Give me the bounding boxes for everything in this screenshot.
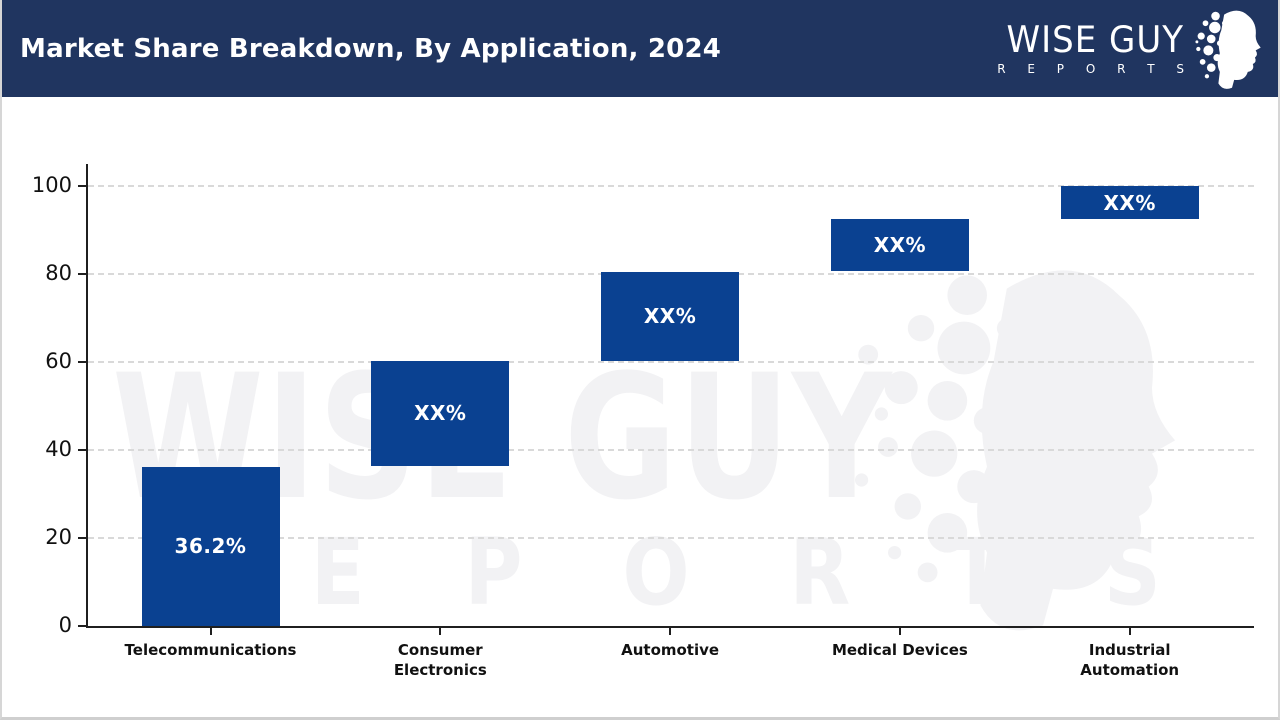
y-tick-label-100: 100 — [31, 173, 72, 197]
x-label-medical-devices: Medical Devices — [831, 641, 968, 659]
y-tick-40 — [78, 449, 86, 451]
x-axis-line — [86, 626, 1254, 628]
page-title: Market Share Breakdown, By Application, … — [20, 33, 722, 64]
y-tick-100 — [78, 185, 86, 187]
x-tick-industrial-automation — [1128, 628, 1131, 635]
logo-name: WISE GUY — [1006, 17, 1184, 62]
y-tick-60 — [78, 361, 86, 363]
gridline-60 — [88, 361, 1254, 363]
y-tick-20 — [78, 537, 86, 539]
x-tick-telecommunications — [209, 628, 212, 635]
y-axis-line — [86, 164, 88, 628]
watermark-head-icon — [855, 270, 1176, 631]
gridline-100 — [88, 185, 1254, 187]
gridline-20 — [88, 537, 1254, 539]
x-label-industrial-automation: Industrial Automation — [1080, 641, 1180, 679]
logo-text: WISE GUY R E P O R T S — [997, 17, 1184, 74]
x-label-telecommunications: Telecommunications — [124, 641, 297, 659]
logo-head-icon — [1195, 10, 1261, 89]
bar-value-label: XX% — [1103, 190, 1156, 215]
y-tick-label-40: 40 — [45, 437, 72, 461]
y-tick-label-0: 0 — [58, 613, 72, 637]
bar-value-label: XX% — [873, 233, 927, 258]
bar-value-label: 36.2% — [174, 534, 247, 559]
y-tick-label-80: 80 — [45, 261, 72, 285]
x-label-consumer-electronics: Consumer Electronics — [393, 641, 487, 679]
wiseguy-logo: WISE GUY R E P O R T S — [997, 6, 1266, 92]
y-tick-80 — [78, 273, 86, 275]
bar-automotive: XX% — [601, 271, 740, 362]
bar-consumer-electronics: XX% — [371, 361, 510, 466]
y-tick-label-20: 20 — [45, 525, 72, 549]
y-tick-label-60: 60 — [45, 349, 72, 373]
x-tick-consumer-electronics — [439, 628, 442, 635]
x-tick-medical-devices — [898, 628, 901, 635]
chart-plot: WISE GUY R E P O R T S 0 20 40 60 80 100 Telec… — [0, 97, 1280, 720]
x-tick-automotive — [669, 628, 672, 635]
bar-industrial-automation: XX% — [1060, 186, 1199, 219]
gridline-40 — [88, 449, 1254, 451]
header: Market Share Breakdown, By Application, … — [0, 0, 1280, 97]
bar-medical-devices: XX% — [830, 219, 969, 272]
bar-telecommunications: 36.2% — [141, 466, 280, 626]
logo-subtitle: R E P O R T S — [997, 61, 1193, 76]
bar-value-label: XX% — [643, 304, 697, 329]
bar-value-label: XX% — [414, 401, 467, 426]
x-label-automotive: Automotive — [621, 641, 720, 659]
y-tick-0 — [78, 625, 86, 627]
